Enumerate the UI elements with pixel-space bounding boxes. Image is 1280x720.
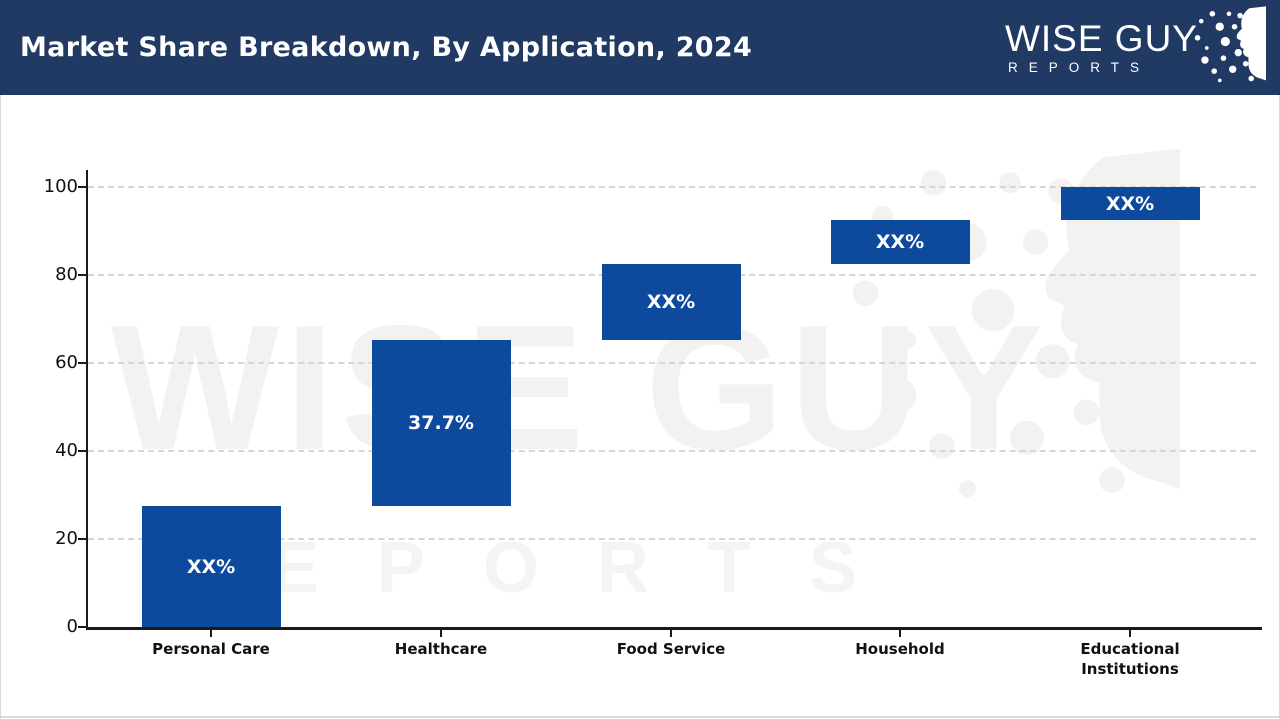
y-axis-tick-mark <box>78 362 86 364</box>
y-axis-tick-label: 80 <box>55 264 78 285</box>
x-axis-category-label: Personal Care <box>152 640 270 658</box>
y-gridline <box>88 362 1256 364</box>
x-axis-line <box>86 627 1262 630</box>
watermark-face-icon <box>852 148 1180 498</box>
y-axis-tick-label: 40 <box>55 440 78 461</box>
wiseguy-face-logo-icon <box>1194 5 1266 82</box>
y-axis-tick-label: 100 <box>43 176 78 197</box>
y-axis-tick-label: 20 <box>55 528 78 549</box>
x-axis-category-label: Educational Institutions <box>1080 640 1180 678</box>
bottom-divider <box>0 716 1280 718</box>
bar-educational-institutions: XX% <box>1060 187 1200 220</box>
bar-value-label: XX% <box>1105 192 1155 215</box>
x-axis-category-label: Household <box>855 640 945 658</box>
x-axis-tick-mark <box>670 629 672 637</box>
bar-food-service: XX% <box>601 264 741 341</box>
x-axis-tick-mark <box>1129 629 1131 637</box>
header-bar: Market Share Breakdown, By Application, … <box>0 0 1280 95</box>
wiseguy-logo: WISE GUY REPORTS <box>1005 5 1266 90</box>
y-gridline <box>88 450 1256 452</box>
y-axis-tick-mark <box>78 450 86 452</box>
bar-value-label: XX% <box>646 291 696 314</box>
y-gridline <box>88 186 1256 188</box>
y-axis-tick-mark <box>78 626 86 628</box>
bar-value-label: 37.7% <box>408 412 474 435</box>
logo-wordmark-line1: WISE GUY <box>1004 18 1198 60</box>
y-axis-tick-mark <box>78 538 86 540</box>
x-axis-category-label: Healthcare <box>394 640 488 658</box>
y-axis-tick-label: 60 <box>55 352 78 373</box>
y-axis-tick-mark <box>78 186 86 188</box>
bar-value-label: XX% <box>875 231 925 253</box>
bar-household: XX% <box>830 220 970 264</box>
x-axis-category-label: Food Service <box>616 640 726 658</box>
bar-value-label: XX% <box>186 555 236 578</box>
x-axis-tick-mark <box>440 629 442 637</box>
y-axis-tick-mark <box>78 274 86 276</box>
logo-wordmark: WISE GUY REPORTS <box>1005 20 1198 75</box>
x-axis-tick-mark <box>210 629 212 637</box>
y-axis-tick-label: 0 <box>66 616 78 637</box>
y-axis-line <box>86 170 88 629</box>
x-axis-tick-mark <box>899 629 901 637</box>
bar-personal-care: XX% <box>141 506 281 627</box>
page-title: Market Share Breakdown, By Application, … <box>20 32 753 63</box>
y-gridline <box>88 538 1256 540</box>
logo-wordmark-line2: REPORTS <box>1007 60 1150 76</box>
bar-healthcare: 37.7% <box>371 340 511 506</box>
